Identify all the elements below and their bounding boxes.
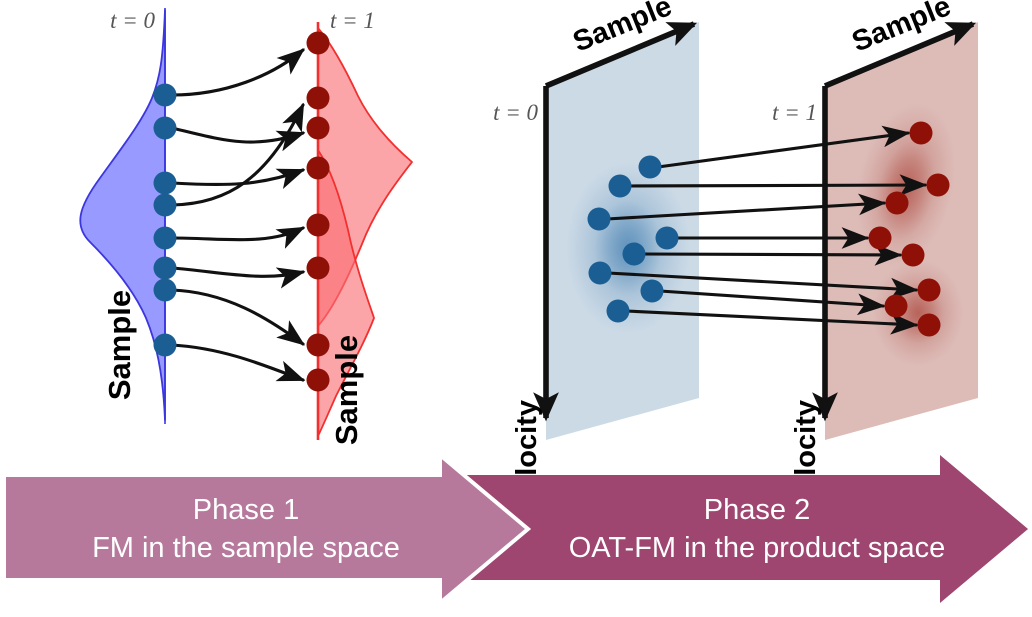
- transport-arrow: [170, 226, 306, 249]
- sample-point: [153, 333, 177, 357]
- source-points-2d: [587, 155, 679, 323]
- sample-point: [153, 171, 177, 195]
- sample-point: [884, 294, 908, 318]
- left-target-axis-label: Sample: [329, 335, 364, 445]
- sample-point: [917, 313, 941, 337]
- sample-point: [606, 299, 630, 323]
- left-target-time-label: t = 1: [330, 8, 375, 33]
- right-target-time-label: t = 1: [772, 100, 817, 125]
- phase-1-title: Phase 1: [193, 494, 299, 526]
- sample-point: [153, 116, 177, 140]
- sample-point: [638, 155, 662, 179]
- right-source-time-label: t = 0: [493, 100, 538, 125]
- left-source-time-label: t = 0: [110, 8, 155, 33]
- sample-point: [926, 173, 950, 197]
- phase-1-banner-shape[interactable]: [2, 450, 532, 608]
- transport-arrow: [170, 102, 305, 207]
- sample-point: [640, 279, 664, 303]
- sample-point: [885, 191, 909, 215]
- target-points-2d: [868, 121, 950, 337]
- sample-point: [153, 226, 177, 250]
- source-horizontal-axis: [544, 21, 698, 89]
- sample-point: [306, 156, 330, 180]
- sample-point: [153, 83, 177, 107]
- transport-arrow: [170, 266, 306, 289]
- sample-point: [909, 121, 933, 145]
- sample-point: [306, 86, 330, 110]
- transport-arrow: [170, 168, 306, 190]
- sample-point: [655, 226, 679, 250]
- sample-point: [901, 243, 925, 267]
- phase-1-subtitle: FM in the sample space: [92, 532, 400, 564]
- transport-arrow: [658, 289, 886, 316]
- transport-arrow: [605, 193, 887, 221]
- transport-arrow: [640, 244, 903, 266]
- left-source-axis-label: Sample: [102, 290, 137, 400]
- sample-point: [868, 226, 892, 250]
- sample-point: [917, 278, 941, 302]
- source-points-blue: [153, 83, 177, 357]
- sample-point: [588, 261, 612, 285]
- phase-banners: Phase 1 FM in the sample space Phase 2 O…: [2, 450, 1028, 608]
- sample-point: [587, 207, 611, 231]
- sample-point: [153, 193, 177, 217]
- target-points-red: [306, 31, 330, 392]
- panel-right-product-space: Sample Velocity t = 0 Sample Velocity t …: [493, 0, 978, 510]
- panel-left-sample-space: t = 0 t = 1 Sample Sample: [79, 8, 413, 445]
- sample-point: [622, 242, 646, 266]
- transport-arrow: [170, 48, 305, 97]
- sample-point: [306, 31, 330, 55]
- transport-arrow: [170, 288, 305, 346]
- sample-point: [306, 333, 330, 357]
- sample-point: [153, 278, 177, 302]
- transport-arrow: [656, 125, 911, 169]
- phase-2-title: Phase 2: [704, 494, 810, 526]
- red-density-mode-2: [317, 149, 375, 437]
- transport-arrow: [170, 343, 306, 382]
- sample-point: [153, 256, 177, 280]
- transport-arrows-1d: [170, 48, 306, 382]
- sample-point: [608, 174, 632, 198]
- sample-point: [306, 116, 330, 140]
- sample-point: [306, 368, 330, 392]
- sample-point: [306, 213, 330, 237]
- transport-arrow: [626, 174, 928, 196]
- phase-2-banner-shape[interactable]: [452, 455, 1028, 603]
- transport-arrow: [624, 309, 919, 335]
- sample-point: [306, 256, 330, 280]
- phase-2-subtitle: OAT-FM in the product space: [569, 532, 946, 564]
- transport-arrow: [606, 271, 919, 300]
- target-horizontal-axis: [823, 21, 977, 89]
- transport-arrows-2d: [605, 125, 928, 335]
